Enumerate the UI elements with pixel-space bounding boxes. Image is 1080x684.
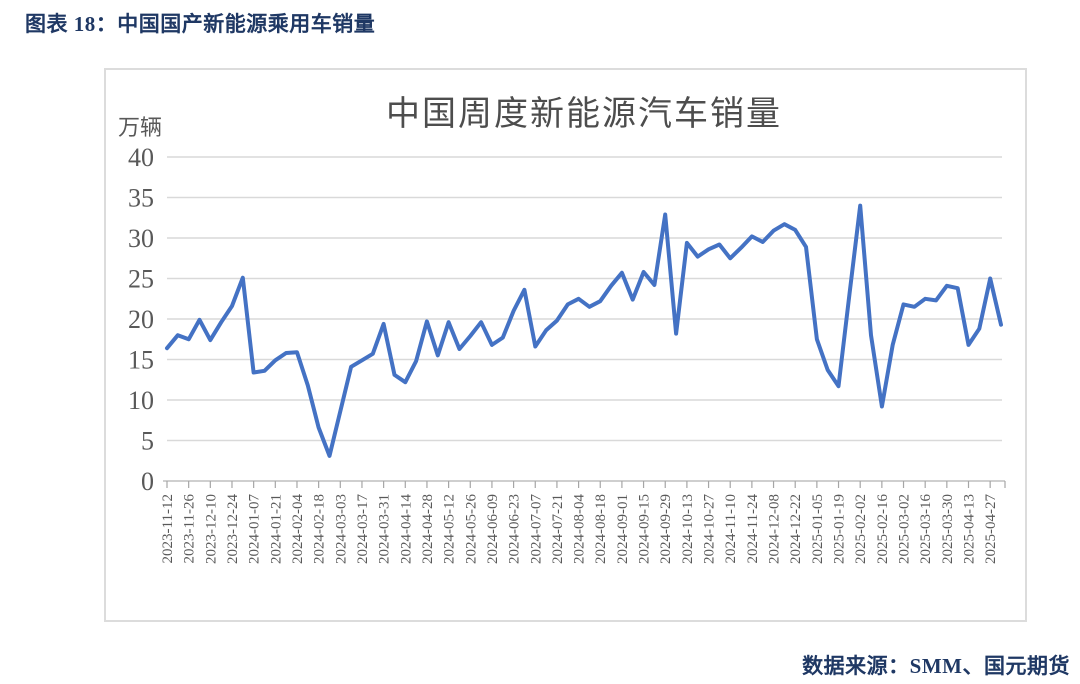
data-source-note: 数据来源：SMM、国元期货 xyxy=(802,654,1070,678)
svg-text:2024-09-29: 2024-09-29 xyxy=(658,494,674,564)
svg-text:2025-03-16: 2025-03-16 xyxy=(918,494,934,564)
svg-text:2024-01-07: 2024-01-07 xyxy=(247,494,263,564)
svg-text:2024-07-21: 2024-07-21 xyxy=(550,494,566,564)
chart-title: 中国周度新能源汽车销量 xyxy=(386,96,782,133)
svg-text:2025-04-27: 2025-04-27 xyxy=(983,494,999,564)
svg-text:2024-03-03: 2024-03-03 xyxy=(333,494,349,564)
svg-text:2024-10-13: 2024-10-13 xyxy=(680,494,696,564)
svg-text:2025-01-05: 2025-01-05 xyxy=(810,494,826,564)
svg-text:2024-09-01: 2024-09-01 xyxy=(615,494,631,564)
svg-text:25: 25 xyxy=(128,265,154,294)
svg-text:2024-11-10: 2024-11-10 xyxy=(723,494,739,563)
svg-text:2025-01-19: 2025-01-19 xyxy=(832,494,848,564)
svg-text:2025-03-02: 2025-03-02 xyxy=(897,494,913,564)
svg-text:2024-06-23: 2024-06-23 xyxy=(507,494,523,564)
svg-text:2024-02-04: 2024-02-04 xyxy=(290,494,306,564)
svg-text:2024-08-18: 2024-08-18 xyxy=(593,494,609,564)
svg-text:2024-07-07: 2024-07-07 xyxy=(528,494,544,564)
svg-text:2024-02-18: 2024-02-18 xyxy=(312,494,328,564)
svg-text:2023-11-12: 2023-11-12 xyxy=(160,494,176,563)
svg-text:2024-03-31: 2024-03-31 xyxy=(377,494,393,564)
figure-caption: 图表 18：中国国产新能源乘用车销量 xyxy=(25,12,376,36)
svg-text:2025-02-16: 2025-02-16 xyxy=(875,494,891,564)
svg-text:2024-05-12: 2024-05-12 xyxy=(442,494,458,564)
svg-text:10: 10 xyxy=(128,386,154,415)
svg-text:2025-03-30: 2025-03-30 xyxy=(940,494,956,564)
svg-text:2024-01-21: 2024-01-21 xyxy=(268,494,284,564)
x-axis-labels: 2023-11-12 2023-11-26 2023-12-10 2023-12-24… xyxy=(160,494,999,564)
y-axis-labels: 0 5 10 15 20 25 30 35 40 xyxy=(128,143,154,496)
svg-text:2024-08-04: 2024-08-04 xyxy=(572,494,588,564)
svg-text:2024-12-22: 2024-12-22 xyxy=(788,494,804,564)
svg-text:2023-11-26: 2023-11-26 xyxy=(182,494,198,564)
svg-text:2025-04-13: 2025-04-13 xyxy=(962,494,978,564)
svg-text:5: 5 xyxy=(141,427,154,456)
svg-text:2023-12-24: 2023-12-24 xyxy=(225,494,241,564)
svg-text:2025-02-02: 2025-02-02 xyxy=(853,494,869,564)
y-axis-unit-label: 万辆 xyxy=(118,115,163,140)
x-axis-ticks xyxy=(166,481,1006,488)
svg-text:2024-06-09: 2024-06-09 xyxy=(485,494,501,564)
svg-text:2024-12-08: 2024-12-08 xyxy=(767,494,783,564)
chart-frame: 中国周度新能源汽车销量 万辆 0 5 10 15 20 25 30 35 40 2023-11-1… xyxy=(104,68,1027,622)
svg-text:2024-10-27: 2024-10-27 xyxy=(702,494,718,564)
svg-text:20: 20 xyxy=(128,305,154,334)
svg-text:2024-09-15: 2024-09-15 xyxy=(637,494,653,564)
svg-text:2024-05-26: 2024-05-26 xyxy=(463,494,479,564)
svg-text:40: 40 xyxy=(128,143,154,172)
svg-text:30: 30 xyxy=(128,224,154,253)
weekly-nev-sales-line xyxy=(165,203,1003,458)
svg-text:2024-04-14: 2024-04-14 xyxy=(398,494,414,564)
gridlines xyxy=(167,156,1002,442)
svg-text:35: 35 xyxy=(128,184,154,213)
svg-text:2024-04-28: 2024-04-28 xyxy=(420,494,436,564)
svg-text:2023-12-10: 2023-12-10 xyxy=(203,494,219,564)
svg-text:15: 15 xyxy=(128,346,154,375)
svg-text:2024-11-24: 2024-11-24 xyxy=(745,494,761,564)
svg-text:2024-03-17: 2024-03-17 xyxy=(355,494,371,564)
svg-text:0: 0 xyxy=(141,467,154,496)
